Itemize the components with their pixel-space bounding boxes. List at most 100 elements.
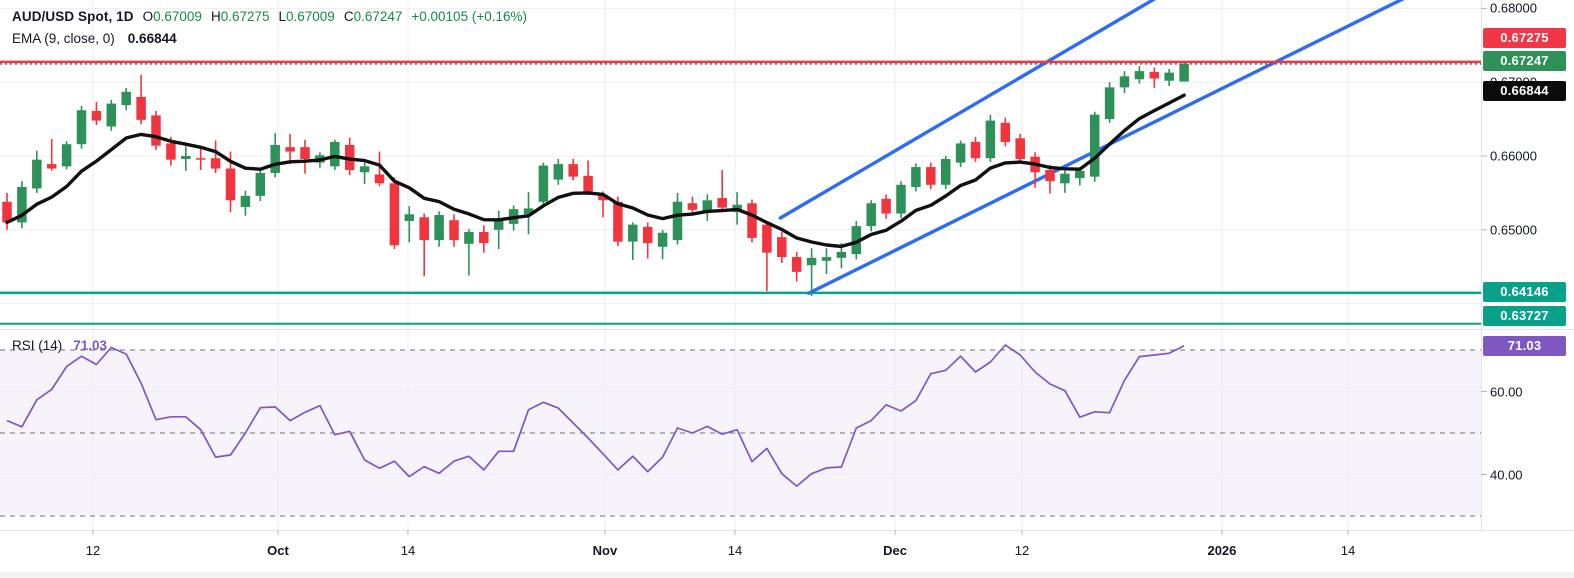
candle-body [1149, 71, 1160, 79]
symbol-title: AUD/USD Spot, 1D [12, 8, 134, 24]
candle-body [866, 203, 876, 227]
candle-body [553, 164, 564, 180]
candle-body [1015, 138, 1025, 159]
candle-body [419, 217, 429, 241]
ema-label: EMA (9, close, 0) [12, 30, 115, 46]
candle-body [523, 208, 534, 215]
candle-body [151, 115, 161, 146]
candle-body [717, 198, 727, 208]
candle-body [449, 220, 459, 241]
price-badge: 0.67247 [1483, 51, 1566, 71]
price-axis-label: 0.66000 [1490, 148, 1537, 164]
rsi-label: RSI (14) [12, 337, 63, 353]
candle-body [672, 201, 683, 241]
candle-body [389, 183, 400, 246]
candle-body [285, 147, 295, 152]
ema-value: 0.66844 [127, 30, 177, 46]
candle-body [1000, 122, 1011, 142]
ohlc-high: H0.67275 [210, 8, 270, 24]
candle-body [181, 156, 191, 159]
candle-body [479, 232, 489, 244]
candle-body [955, 143, 966, 163]
candle-body [210, 158, 221, 169]
candle-body [985, 120, 996, 159]
candle-body [613, 201, 623, 242]
candle-body [806, 257, 817, 266]
candle-body [970, 141, 981, 159]
rsi-legend[interactable]: RSI (14) 71.03 [12, 334, 107, 356]
candle-body [1179, 63, 1189, 82]
candle-body [777, 237, 787, 258]
symbol-legend[interactable]: AUD/USD Spot, 1D O0.67009 H0.67275 L0.67… [12, 5, 527, 27]
candle-body [17, 186, 27, 223]
chart-legend: AUD/USD Spot, 1D O0.67009 H0.67275 L0.67… [12, 5, 527, 49]
candle-body [166, 143, 176, 160]
time-axis-label: 2026 [1207, 543, 1237, 558]
candle-body [1134, 71, 1145, 80]
candle-body [330, 141, 340, 167]
candle-body [240, 195, 251, 207]
ohlc-open: O0.67009 [142, 8, 202, 24]
candle-body [940, 158, 951, 185]
candle-body [836, 251, 847, 258]
candle-body [747, 203, 757, 238]
candle-body [61, 144, 72, 167]
time-axis-label: Oct [267, 543, 289, 558]
candle-body [374, 174, 385, 184]
candle-body [538, 165, 549, 202]
candle-body [91, 110, 102, 121]
rsi-axis-label: 60.00 [1490, 384, 1523, 399]
ema-line[interactable] [5, 93, 1186, 249]
time-axis-label: Nov [592, 543, 618, 558]
candle-body [1089, 114, 1100, 177]
candle-body [762, 224, 772, 253]
candlestick-series[interactable] [2, 61, 1189, 297]
candle-body [270, 144, 280, 173]
time-axis-label: 14 [727, 543, 743, 558]
candle-body [121, 91, 131, 106]
candle-body [1060, 173, 1070, 184]
price-badge: 0.63727 [1483, 306, 1566, 326]
candle-body [32, 159, 42, 189]
candle-body [46, 164, 57, 169]
candle-body [300, 147, 310, 159]
candle-body [225, 168, 236, 201]
candle-body [583, 175, 593, 192]
price-axis-label: 0.65000 [1490, 222, 1537, 238]
rsi-axis-label: 40.00 [1490, 467, 1523, 482]
candle-body [255, 172, 266, 196]
channel-trendline[interactable] [778, 0, 1157, 220]
price-badge: 0.66844 [1483, 81, 1566, 101]
candle-body [791, 257, 802, 272]
candle-body [568, 164, 578, 177]
candle-body [896, 184, 906, 214]
candle-body [1164, 72, 1174, 81]
candle-body [106, 103, 117, 127]
candle-body [1045, 170, 1055, 182]
candle-body [434, 215, 444, 241]
price-axis-label: 0.68000 [1490, 0, 1537, 16]
rsi-line[interactable] [6, 344, 1185, 487]
time-axis-label: Dec [883, 543, 907, 558]
ohlc-close: C0.67247 [343, 8, 403, 24]
candle-body [821, 257, 832, 261]
candle-body [598, 195, 608, 201]
candle-body [1075, 170, 1085, 179]
candle-body [687, 203, 698, 210]
candle-body [851, 226, 862, 255]
bottom-strip [0, 572, 1574, 578]
change-value: +0.00105 (+0.16%) [411, 8, 527, 24]
candle-body [926, 167, 936, 185]
candle-body [1119, 76, 1130, 88]
candle-body [642, 226, 653, 244]
time-axis-label: 14 [400, 543, 416, 558]
candle-body [1104, 87, 1115, 120]
ema-legend[interactable]: EMA (9, close, 0) 0.66844 [12, 27, 527, 49]
time-axis-label: 12 [85, 543, 101, 558]
candle-body [464, 232, 474, 244]
rsi-value: 71.03 [73, 337, 108, 353]
rsi-badge: 71.03 [1483, 336, 1566, 356]
candle-body [404, 214, 415, 221]
